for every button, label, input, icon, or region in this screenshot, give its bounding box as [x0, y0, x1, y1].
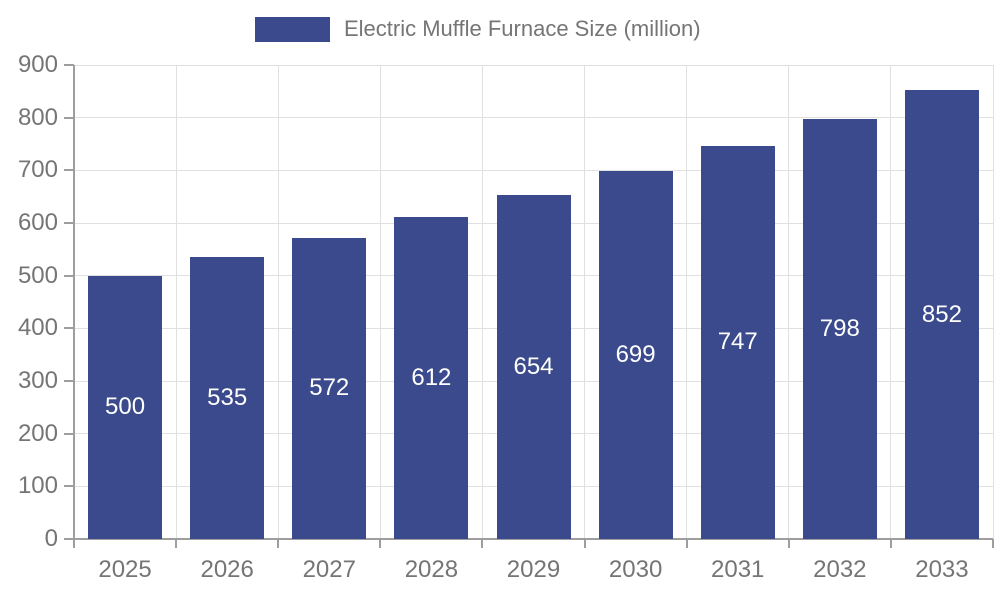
bar-value-label: 535: [207, 384, 248, 412]
y-axis-tick: [64, 432, 74, 435]
x-axis-tick: [481, 539, 484, 548]
gridline-vertical: [686, 65, 688, 539]
gridline-vertical: [584, 65, 586, 539]
legend[interactable]: Electric Muffle Furnace Size (million): [255, 16, 701, 42]
x-axis-tick: [175, 539, 178, 548]
y-axis-tick-label: 600: [17, 209, 58, 236]
bar-value-label: 654: [513, 352, 554, 380]
gridline-vertical: [277, 65, 279, 539]
gridline-vertical: [890, 65, 892, 539]
gridline-horizontal: [74, 64, 993, 66]
bar-value-label: 747: [717, 328, 758, 356]
y-axis-tick: [64, 169, 74, 172]
bar-2033: [904, 90, 979, 539]
x-axis-tick: [992, 539, 994, 548]
x-axis-tick: [277, 539, 280, 548]
y-axis-tick: [64, 222, 74, 224]
bar-value-label: 572: [309, 374, 350, 402]
x-axis-tick: [787, 539, 790, 548]
y-axis-tick: [64, 380, 74, 382]
y-axis-tick-label: 0: [44, 525, 58, 552]
y-axis-tick: [64, 64, 74, 66]
x-axis-tick-label: 2033: [915, 556, 969, 583]
y-axis-tick: [64, 274, 74, 277]
bar-2027: [292, 237, 367, 539]
y-axis-tick-label: 700: [17, 156, 58, 184]
x-axis-tick-label: 2031: [711, 556, 765, 583]
x-axis-tick: [889, 539, 892, 548]
x-axis-line: [73, 538, 993, 540]
x-axis-tick-label: 2029: [506, 556, 561, 583]
y-axis-tick: [64, 485, 74, 488]
y-axis-tick: [64, 327, 74, 330]
gridline-horizontal: [74, 169, 993, 171]
y-axis-tick-label: 400: [17, 314, 58, 342]
bar-value-label: 699: [615, 340, 656, 368]
y-axis-tick: [64, 538, 74, 540]
legend-swatch: [255, 16, 330, 42]
x-axis-tick: [685, 539, 688, 548]
bar-2032: [802, 118, 877, 539]
y-axis-tick-label: 500: [17, 261, 58, 289]
bar-2029: [496, 194, 571, 539]
gridline-vertical: [481, 65, 483, 539]
y-axis-tick-label: 900: [17, 51, 58, 78]
bar-2028: [394, 216, 469, 539]
y-axis-line: [73, 65, 75, 548]
bar-value-label: 612: [411, 363, 452, 391]
bar-value-label: 500: [105, 393, 146, 421]
gridline-horizontal: [74, 117, 993, 119]
bar-value-label: 798: [819, 314, 860, 342]
bar-2025: [88, 275, 163, 539]
y-axis-tick-label: 100: [17, 472, 58, 500]
y-axis-tick-label: 300: [17, 367, 58, 394]
x-axis-tick-label: 2032: [813, 556, 867, 583]
gridline-vertical: [788, 65, 790, 539]
bar-value-label: 852: [921, 300, 962, 328]
bar-2026: [190, 257, 265, 539]
gridline-vertical: [175, 65, 177, 539]
y-axis-tick-label: 200: [17, 419, 58, 447]
x-axis-tick-label: 2027: [302, 556, 356, 583]
bar-2031: [700, 145, 775, 539]
x-axis-tick: [583, 539, 586, 548]
x-axis-tick-label: 2030: [608, 556, 663, 583]
gridline-vertical: [379, 65, 381, 539]
x-axis-tick-label: 2028: [404, 556, 459, 583]
x-axis-tick-label: 2025: [98, 556, 152, 583]
gridline-vertical: [992, 65, 994, 539]
y-axis-tick-label: 800: [17, 103, 58, 131]
y-axis-tick: [64, 116, 74, 119]
bar-2030: [598, 170, 673, 539]
x-axis-tick-label: 2026: [200, 556, 254, 583]
x-axis-tick: [379, 539, 382, 548]
legend-label: Electric Muffle Furnace Size (million): [344, 16, 701, 41]
